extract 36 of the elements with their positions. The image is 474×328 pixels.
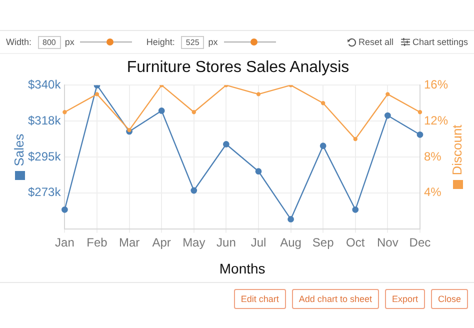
x-tick-label: May bbox=[182, 235, 206, 250]
text: Close bbox=[430, 289, 468, 309]
text: 800 bbox=[38, 36, 61, 48]
y2-tick-label: 8% bbox=[424, 149, 442, 164]
text: Add chart to sheet bbox=[292, 289, 379, 309]
x-tick-label: Mar bbox=[118, 235, 140, 250]
x-tick-label: Aug bbox=[280, 235, 302, 250]
x-axis-title: Months bbox=[219, 260, 266, 276]
y-tick-label: $318k bbox=[28, 113, 62, 128]
x-tick-label: Jun bbox=[216, 235, 236, 250]
text: 525 bbox=[180, 36, 204, 48]
text: Edit chart bbox=[234, 289, 286, 309]
text: Height: bbox=[146, 37, 175, 47]
y2-axis-title: Discount bbox=[450, 124, 465, 176]
y2-tick-label: 12% bbox=[424, 113, 448, 128]
text: Chart settings bbox=[412, 37, 468, 47]
x-tick-label: Feb bbox=[86, 235, 108, 250]
text: Reset all bbox=[358, 37, 394, 47]
x-tick-label: Apr bbox=[152, 235, 171, 250]
y-tick-label: $340k bbox=[28, 78, 62, 92]
y-axis-title: Sales bbox=[12, 133, 27, 166]
text: px bbox=[64, 37, 74, 47]
x-tick-label: Oct bbox=[346, 235, 366, 250]
x-tick-label: Dec bbox=[409, 235, 431, 250]
text: Width: bbox=[6, 37, 32, 47]
x-tick-label: Jan bbox=[55, 235, 74, 250]
text: px bbox=[208, 37, 218, 47]
y2-tick-label: 4% bbox=[424, 185, 442, 200]
y-tick-label: $295k bbox=[28, 149, 62, 164]
y-tick-label: $273k bbox=[28, 185, 62, 200]
x-tick-label: Nov bbox=[377, 235, 398, 250]
chart-title: Furniture Stores Sales Analysis bbox=[126, 59, 350, 76]
text: Export bbox=[384, 289, 425, 309]
y2-tick-label: 16% bbox=[424, 78, 448, 92]
x-tick-label: Sep bbox=[312, 235, 334, 250]
x-tick-label: Jul bbox=[250, 235, 266, 250]
